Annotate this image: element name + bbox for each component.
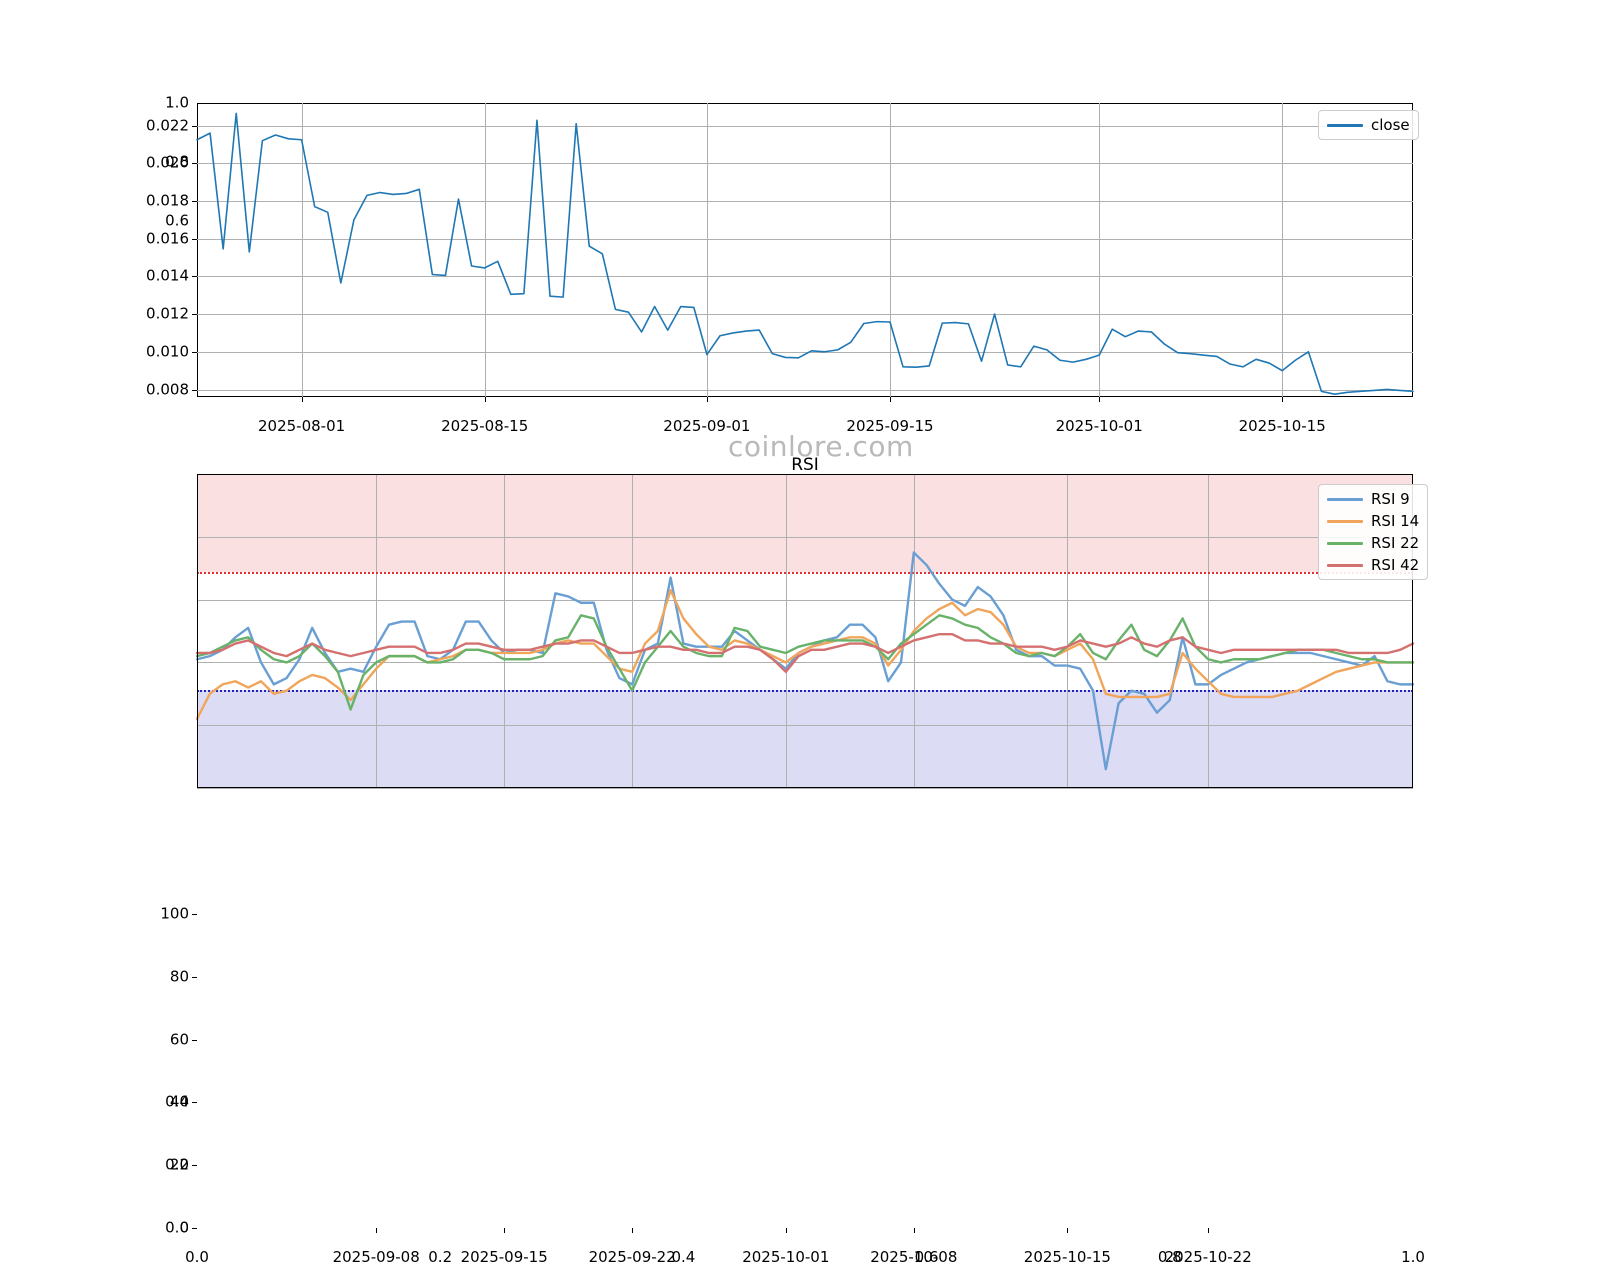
rsi-xtick-3: 2025-10-01: [742, 1248, 830, 1266]
rsi-overbought-line: [197, 572, 1413, 574]
price-chart-panel: 0.022 0.020 0.018 0.016 0.014 0.012 0.010 0.008…: [0, 0, 1600, 440]
price-xtick-0: 2025-08-01: [258, 417, 346, 435]
rsi-legend-label-0: RSI 9: [1371, 490, 1410, 508]
rsi-plot-area: [197, 474, 1413, 788]
rsi-ytickmark-3: [192, 1102, 197, 1104]
price-ytick-3: 0.016: [146, 229, 189, 248]
price-xtickmark-1: [484, 397, 486, 402]
rsi-legend[interactable]: RSI 9 RSI 14 RSI 22 RSI 42: [1318, 484, 1429, 580]
rsi-secondary-xtick-2: 0.4: [671, 1248, 696, 1266]
price-ytickmark-6: [192, 351, 197, 353]
rsi-xtickmark-1: [504, 1228, 506, 1233]
price-series-close: [196, 112, 1414, 395]
rsi-secondary-ytick-1: 0.2: [165, 1155, 189, 1174]
price-ytick-2: 0.018: [146, 191, 189, 210]
rsi-title: RSI: [791, 455, 819, 475]
price-legend-label-0: close: [1371, 116, 1410, 134]
rsi-secondary-xtick-3: 0.6: [914, 1248, 939, 1266]
rsi-legend-swatch-3: [1327, 563, 1363, 567]
rsi-xtickmark-0: [376, 1228, 378, 1233]
rsi-ytick-2: 60: [169, 1030, 189, 1049]
rsi-chart-panel: RSI 100 80 60 40 20 0 0.4 0.2 0.0 2025-09-08 202…: [0, 440, 1600, 1265]
price-plot-area: [197, 103, 1413, 397]
rsi-legend-swatch-0: [1327, 497, 1363, 501]
rsi-series-RSI 42: [195, 632, 1415, 674]
rsi-xtick-2: 2025-09-22: [588, 1248, 676, 1266]
price-ytickmark-5: [192, 314, 197, 316]
rsi-secondary-xtick-4: 0.8: [1157, 1248, 1182, 1266]
price-ytick-0: 0.022: [146, 116, 189, 135]
price-xtickmark-0: [301, 397, 303, 402]
price-xtick-4: 2025-10-01: [1055, 417, 1143, 435]
rsi-oversold-line: [197, 690, 1413, 692]
rsi-gridline-h-5: [197, 788, 1413, 789]
price-legend-item[interactable]: close: [1327, 116, 1410, 134]
rsi-xtickmark-2: [632, 1228, 634, 1233]
rsi-xtick-1: 2025-09-15: [460, 1248, 548, 1266]
rsi-legend-item[interactable]: RSI 42: [1327, 556, 1419, 574]
rsi-ytickmark-5: [192, 1228, 197, 1229]
price-xtickmark-4: [1099, 397, 1101, 402]
price-xtick-5: 2025-10-15: [1238, 417, 1326, 435]
rsi-xtickmark-6: [1208, 1228, 1210, 1233]
price-xtick-2: 2025-09-01: [663, 417, 751, 435]
price-secondary-ytick-2: 0.6: [165, 211, 189, 230]
rsi-legend-label-1: RSI 14: [1371, 512, 1420, 530]
rsi-legend-item[interactable]: RSI 14: [1327, 512, 1419, 530]
rsi-legend-item[interactable]: RSI 22: [1327, 534, 1419, 552]
price-secondary-ytick-0: 1.0: [165, 93, 189, 112]
price-legend-swatch-0: [1327, 123, 1363, 127]
rsi-line-series: [195, 551, 1415, 771]
rsi-ytickmark-1: [192, 976, 197, 978]
rsi-xtickmark-5: [1067, 1228, 1069, 1233]
rsi-legend-swatch-1: [1327, 519, 1363, 523]
price-ytickmark-1: [192, 163, 197, 165]
price-ytick-6: 0.010: [146, 342, 189, 361]
rsi-secondary-ytick-0: 0.4: [165, 1092, 189, 1111]
price-legend[interactable]: close: [1318, 110, 1419, 140]
rsi-legend-swatch-2: [1327, 541, 1363, 545]
price-ytickmark-0: [192, 125, 197, 127]
rsi-legend-label-3: RSI 42: [1371, 556, 1420, 574]
price-line-series: [196, 112, 1414, 395]
price-xtick-1: 2025-08-15: [441, 417, 529, 435]
watermark-coinlore: coinlore.com: [728, 430, 914, 463]
rsi-series-RSI 22: [195, 614, 1415, 711]
rsi-oversold-band: [197, 690, 1413, 788]
rsi-secondary-xtick-0: 0.0: [185, 1248, 209, 1266]
rsi-ytick-1: 80: [169, 967, 189, 986]
price-ytickmark-2: [192, 201, 197, 202]
rsi-ytickmark-0: [192, 914, 197, 915]
price-xtickmark-2: [706, 397, 708, 402]
rsi-legend-item[interactable]: RSI 9: [1327, 490, 1419, 508]
rsi-ytickmark-4: [192, 1165, 197, 1167]
rsi-xtick-5: 2025-10-15: [1023, 1248, 1111, 1266]
price-ytickmark-4: [192, 276, 197, 278]
price-ytickmark-3: [192, 238, 197, 240]
price-xtickmark-5: [1282, 397, 1284, 402]
rsi-legend-label-2: RSI 22: [1371, 534, 1420, 552]
price-xtick-3: 2025-09-15: [846, 417, 934, 435]
price-ytick-4: 0.014: [146, 266, 189, 285]
rsi-overbought-band: [197, 474, 1413, 572]
rsi-xtickmark-3: [785, 1228, 787, 1233]
rsi-ytickmark-2: [192, 1039, 197, 1041]
rsi-xtick-0: 2025-09-08: [332, 1248, 420, 1266]
rsi-xtickmark-4: [913, 1228, 915, 1233]
price-ytick-7: 0.008: [146, 380, 189, 398]
price-ytick-5: 0.012: [146, 304, 189, 323]
price-ytick-1: 0.020: [146, 153, 189, 172]
price-ytickmark-7: [192, 389, 197, 391]
price-secondary-ytick-1: 0.8: [165, 152, 189, 171]
rsi-secondary-xtick-1: 0.2: [428, 1248, 453, 1266]
price-xtickmark-3: [890, 397, 891, 402]
rsi-ytick-0: 100: [160, 904, 189, 923]
rsi-secondary-ytick-2: 0.0: [165, 1218, 189, 1237]
rsi-secondary-xtick-5: 1.0: [1401, 1248, 1425, 1266]
